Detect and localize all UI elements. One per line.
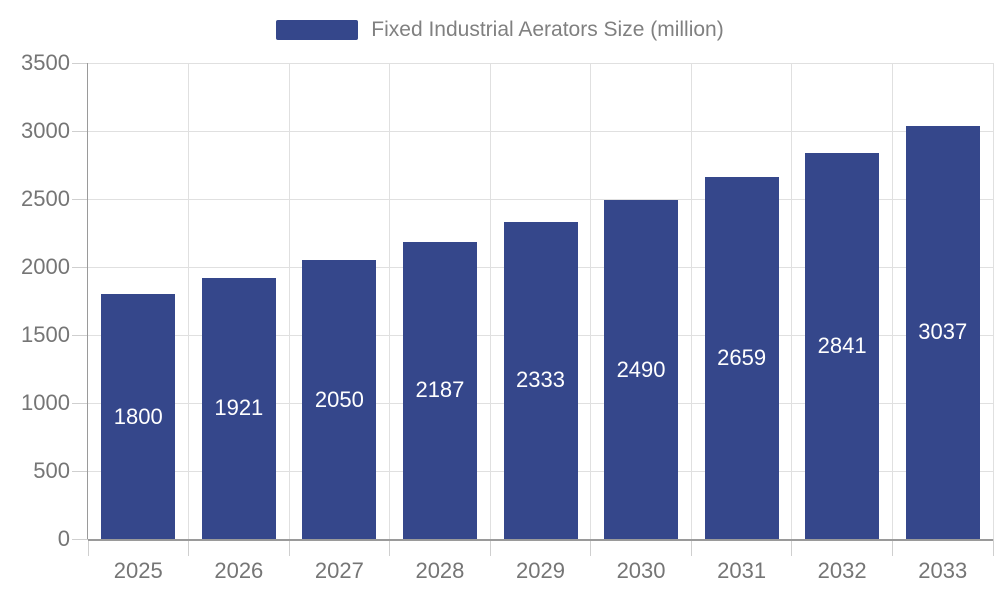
- y-axis-tick: [72, 266, 88, 268]
- gridline-vertical: [590, 63, 592, 539]
- gridline-horizontal: [88, 130, 993, 132]
- bar: 1921: [201, 277, 276, 539]
- bar: 1800: [101, 294, 176, 539]
- x-axis-tick-label: 2030: [616, 558, 666, 583]
- bar: 2659: [704, 177, 779, 539]
- bar-value-label: 2187: [415, 377, 465, 403]
- bar: 2333: [503, 221, 578, 539]
- bar-value-label: 2050: [314, 386, 364, 412]
- x-axis-tick: [791, 539, 793, 556]
- gridline-vertical: [389, 63, 391, 539]
- x-axis-tick-label: 2026: [214, 558, 264, 583]
- y-axis-tick-label: 2000: [21, 254, 70, 279]
- gridline-vertical: [489, 63, 491, 539]
- bar-value-label: 2841: [817, 332, 867, 358]
- x-axis-tick-label: 2025: [113, 558, 163, 583]
- gridline-vertical: [992, 63, 994, 539]
- legend-swatch: [276, 20, 359, 40]
- bar-value-label: 2659: [717, 345, 767, 371]
- y-axis-tick-label: 3500: [21, 50, 70, 75]
- y-axis-tick-label: 2500: [21, 186, 70, 211]
- y-axis-tick-label: 3000: [21, 118, 70, 143]
- x-axis-line: [88, 538, 993, 541]
- x-axis-tick: [489, 539, 491, 556]
- legend-label: Fixed Industrial Aerators Size (million): [371, 18, 724, 41]
- y-axis-tick: [72, 538, 88, 540]
- y-axis-tick: [72, 198, 88, 200]
- y-axis-tick: [72, 62, 88, 64]
- x-axis-tick-label: 2031: [717, 558, 767, 583]
- y-axis-tick: [72, 470, 88, 472]
- x-axis-tick-label: 2033: [918, 558, 968, 583]
- gridline-horizontal: [88, 198, 993, 200]
- bar-value-label: 1921: [214, 395, 264, 421]
- x-axis-tick: [992, 539, 994, 556]
- bar: 2050: [302, 260, 377, 539]
- x-axis-tick: [188, 539, 190, 556]
- bar: 2841: [805, 152, 880, 539]
- x-axis-tick: [389, 539, 391, 556]
- y-axis-tick: [72, 130, 88, 132]
- x-axis-tick-label: 2029: [516, 558, 565, 583]
- gridline-horizontal: [88, 62, 993, 64]
- gridline-vertical: [791, 63, 793, 539]
- x-axis-tick: [690, 539, 692, 556]
- y-axis-tick: [72, 402, 88, 404]
- bar-value-label: 2333: [516, 367, 565, 393]
- y-axis-tick-label: 0: [57, 526, 70, 551]
- gridline-vertical: [188, 63, 190, 539]
- x-axis-tick-label: 2027: [314, 558, 364, 583]
- bar: 2490: [604, 200, 679, 539]
- y-axis-tick-label: 500: [33, 458, 70, 483]
- bar: 2187: [402, 241, 477, 539]
- bar-value-label: 1800: [113, 403, 163, 429]
- bar: 3037: [905, 125, 980, 539]
- bar-value-label: 3037: [918, 319, 968, 345]
- gridline-vertical: [288, 63, 290, 539]
- y-axis-tick: [72, 334, 88, 336]
- x-axis-tick: [891, 539, 893, 556]
- gridline-vertical: [891, 63, 893, 539]
- y-axis-tick-label: 1500: [21, 322, 70, 347]
- x-axis-tick: [590, 539, 592, 556]
- x-axis-tick: [87, 539, 89, 556]
- legend-item[interactable]: Fixed Industrial Aerators Size (million): [0, 15, 1000, 45]
- x-axis-tick-label: 2028: [415, 558, 465, 583]
- y-axis-line: [87, 63, 88, 539]
- gridline-vertical: [690, 63, 692, 539]
- x-axis-tick-label: 2032: [817, 558, 867, 583]
- bar-value-label: 2490: [616, 356, 666, 382]
- y-axis-tick-label: 1000: [21, 390, 70, 415]
- x-axis-tick: [288, 539, 290, 556]
